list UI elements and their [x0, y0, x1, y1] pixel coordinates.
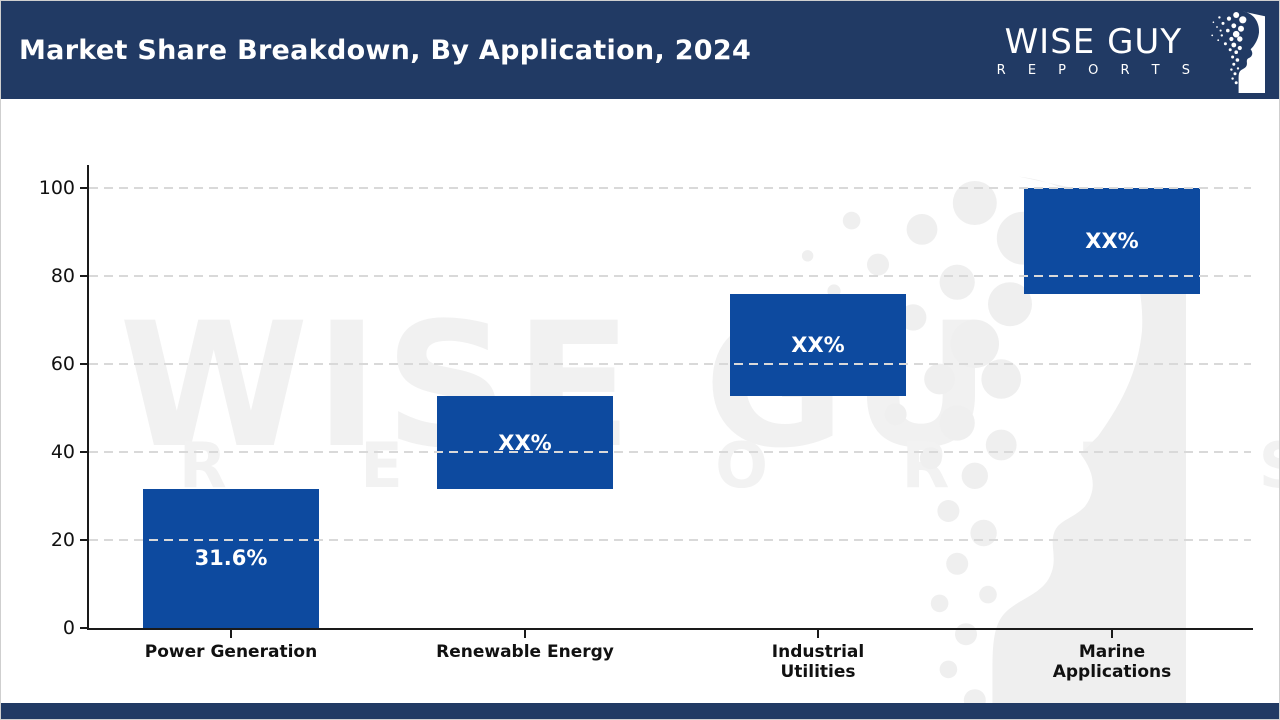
bar-label-4: XX%	[1085, 228, 1139, 253]
bar-2	[437, 396, 613, 489]
y-tick-label: 0	[62, 617, 75, 639]
y-axis-spine	[87, 165, 89, 630]
bar-1	[143, 488, 319, 628]
y-tick-label: 60	[50, 353, 75, 375]
x-tick-3	[817, 630, 819, 638]
x-category-label: Industrial Utilities	[771, 642, 865, 682]
brand-logo: WISE GUY R E P O R T S	[988, 7, 1269, 95]
gridline-40	[89, 451, 1251, 453]
watermark-text-sub: R E P O R T S	[179, 429, 1280, 502]
brand-logo-text: WISE GUY R E P O R T S	[988, 24, 1199, 78]
page-title: Market Share Breakdown, By Application, …	[19, 34, 752, 66]
gridline-80	[89, 275, 1251, 277]
y-tick-20	[80, 539, 89, 541]
wiseguy-head-icon	[1211, 11, 1265, 93]
y-tick-40	[80, 451, 89, 453]
y-tick-0	[80, 627, 89, 629]
x-category-label: Renewable Energy	[436, 642, 614, 662]
bar-label-2: XX%	[498, 430, 552, 455]
bar-label-3: XX%	[791, 332, 845, 357]
y-tick-60	[80, 363, 89, 365]
y-tick-100	[80, 187, 89, 189]
footer-bar	[1, 703, 1279, 719]
x-axis-spine	[87, 628, 1253, 630]
gridline-60	[89, 363, 1251, 365]
gridline-100	[89, 187, 1251, 189]
x-tick-2	[524, 630, 526, 638]
x-category-label: Marine Applications	[1052, 642, 1172, 682]
x-tick-4	[1111, 630, 1113, 638]
y-tick-80	[80, 275, 89, 277]
x-tick-1	[230, 630, 232, 638]
y-tick-label: 100	[38, 177, 75, 199]
y-tick-label: 20	[50, 529, 75, 551]
y-tick-label: 80	[50, 265, 75, 287]
bar-label-1: 31.6%	[194, 546, 268, 571]
brand-name: WISE GUY	[1004, 22, 1183, 62]
brand-subtitle: R E P O R T S	[996, 63, 1199, 78]
gridline-20	[89, 539, 1251, 541]
chart-area: WISE GU R E P O R T S 0 20 40 60 80 1	[1, 99, 1280, 705]
y-tick-label: 40	[50, 441, 75, 463]
header-bar: Market Share Breakdown, By Application, …	[1, 1, 1279, 99]
x-category-label: Power Generation	[144, 642, 318, 662]
